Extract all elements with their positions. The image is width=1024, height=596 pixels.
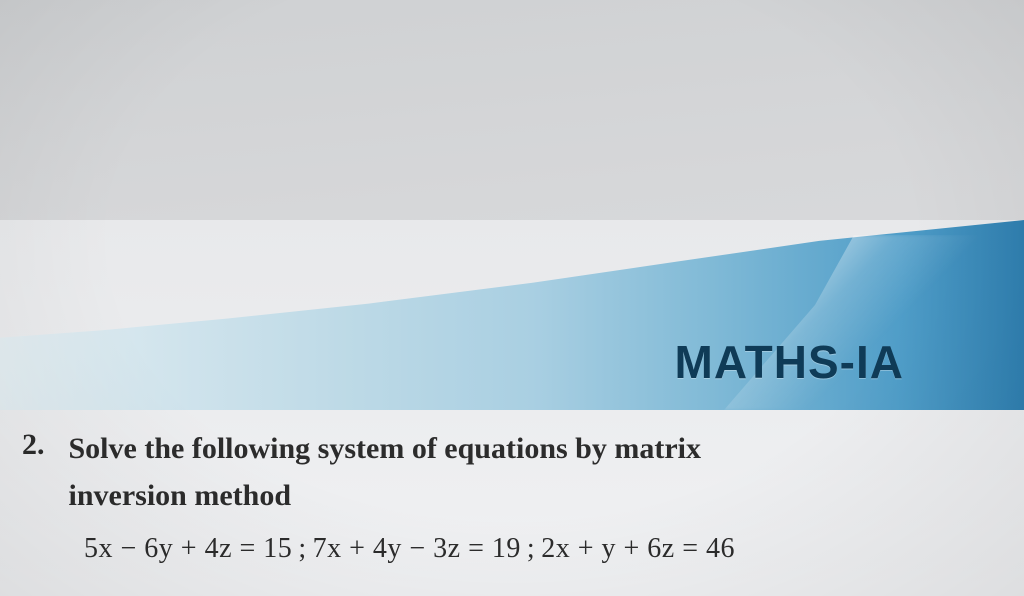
separator-1: ; [292,533,312,564]
question-row: 2. Solve the following system of equatio… [22,426,994,519]
prompt-line-1: Solve the following system of equations … [69,432,702,465]
equation-1: 5x − 6y + 4z = 15 [84,533,292,564]
equation-2: 7x + 4y − 3z = 19 [313,533,521,564]
question-number: 2. [22,426,45,462]
subject-title: MATHS-IA [675,335,904,389]
equation-3: 2x + y + 6z = 46 [541,533,735,564]
equations-line: 5x − 6y + 4z = 15;7x + 4y − 3z = 19;2x +… [84,533,994,565]
question-block: 2. Solve the following system of equatio… [22,426,994,565]
question-prompt: Solve the following system of equations … [69,426,702,519]
prompt-line-2: inversion method [69,479,292,512]
separator-2: ; [521,533,541,564]
